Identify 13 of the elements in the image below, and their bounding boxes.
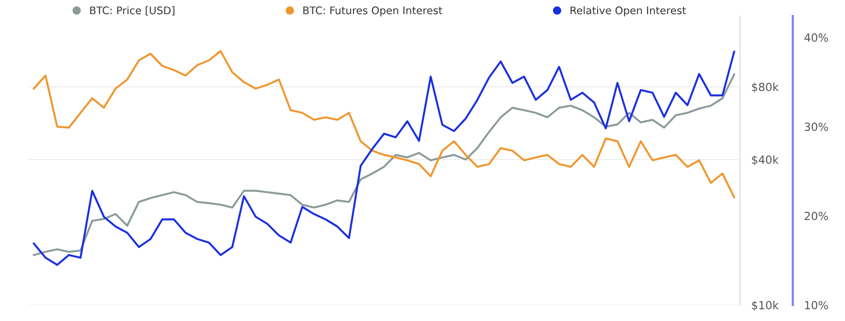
line-series <box>32 73 736 256</box>
legend-label: BTC: Price [USD] <box>90 6 174 16</box>
line-series <box>32 50 736 266</box>
y2-tick-label: 30% <box>804 122 828 131</box>
line-series <box>32 50 736 198</box>
y-tick-label: $10k <box>752 300 779 311</box>
y2-tick-label: 10% <box>805 300 828 310</box>
legend-label: Relative Open Interest <box>570 6 686 16</box>
y-tick-label: $80k <box>752 82 779 93</box>
legend-label: BTC: Futures Open Interest <box>303 6 442 16</box>
y-tick-label: $40k <box>752 155 779 166</box>
y2-tick-label: 40% <box>804 33 828 42</box>
y2-tick-label: 20% <box>804 212 828 220</box>
